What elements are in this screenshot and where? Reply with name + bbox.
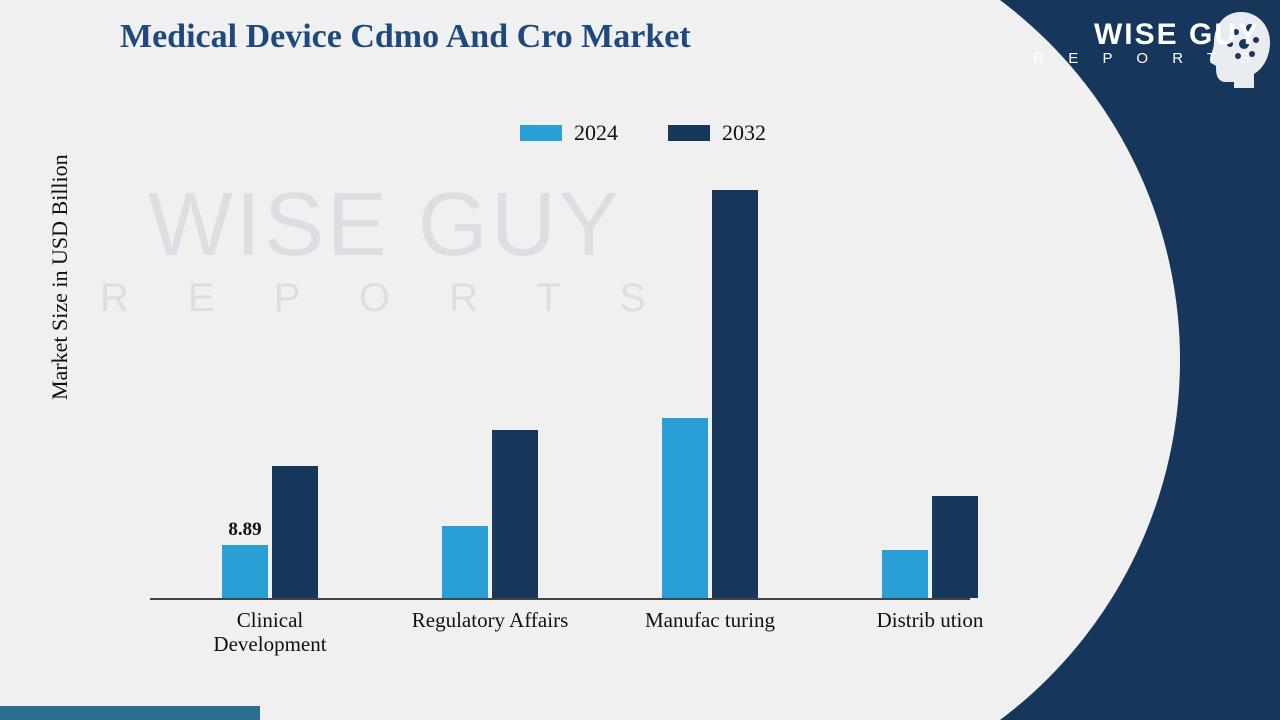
bar-2024 bbox=[882, 550, 928, 598]
chart-title: Medical Device Cdmo And Cro Market bbox=[120, 18, 691, 56]
bar-value-label: 8.89 bbox=[228, 519, 261, 541]
bar-2024 bbox=[662, 418, 708, 598]
legend: 2024 2032 bbox=[520, 120, 766, 146]
y-axis-label: Market Size in USD Billion bbox=[47, 154, 73, 400]
bar-2032 bbox=[932, 496, 978, 598]
x-axis-baseline bbox=[150, 598, 970, 600]
logo-sub-text: R E P O R T S bbox=[1033, 50, 1260, 67]
brand-logo: WISE GUY R E P O R T S bbox=[1033, 18, 1260, 67]
category-label: Clinical Development bbox=[180, 608, 360, 656]
legend-label-2024: 2024 bbox=[574, 120, 618, 146]
logo-main-text: WISE GUY bbox=[1033, 18, 1260, 52]
bar-2024 bbox=[222, 545, 268, 598]
legend-label-2032: 2032 bbox=[722, 120, 766, 146]
plot-region: 8.89Clinical DevelopmentRegulatory Affai… bbox=[150, 170, 970, 600]
bar-2032 bbox=[492, 430, 538, 598]
category-label: Manufac turing bbox=[620, 608, 800, 632]
category-label: Regulatory Affairs bbox=[400, 608, 580, 632]
bar-2032 bbox=[712, 190, 758, 598]
bottom-accent-bar bbox=[0, 706, 260, 720]
bar-2032 bbox=[272, 466, 318, 598]
legend-item-2032: 2032 bbox=[668, 120, 766, 146]
bar-2024 bbox=[442, 526, 488, 598]
category-label: Distrib ution bbox=[840, 608, 1020, 632]
legend-swatch-2024 bbox=[520, 125, 562, 141]
legend-item-2024: 2024 bbox=[520, 120, 618, 146]
legend-swatch-2032 bbox=[668, 125, 710, 141]
chart-area: Market Size in USD Billion 2024 2032 8.8… bbox=[60, 120, 980, 680]
